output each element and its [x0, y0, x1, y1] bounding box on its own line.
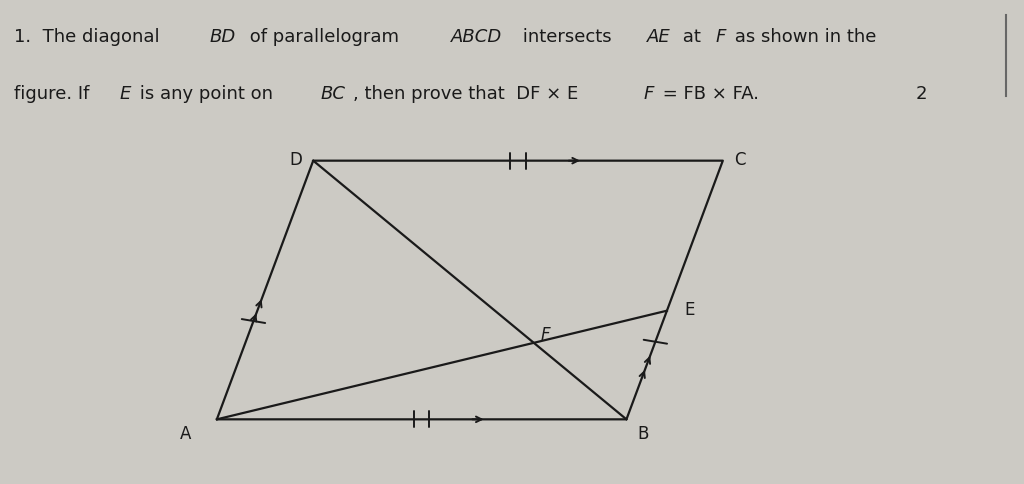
Text: 2: 2 [915, 85, 927, 103]
Text: 1.  The diagonal: 1. The diagonal [14, 28, 166, 46]
Text: figure. If: figure. If [14, 85, 95, 103]
Text: F: F [541, 325, 550, 343]
Text: BC: BC [321, 85, 345, 103]
Text: at: at [677, 28, 707, 46]
Text: D: D [290, 151, 302, 169]
Text: is any point on: is any point on [134, 85, 279, 103]
Text: C: C [733, 151, 745, 169]
Text: B: B [637, 424, 648, 442]
Text: E: E [684, 301, 694, 318]
Text: BD: BD [210, 28, 236, 46]
Text: A: A [179, 424, 190, 442]
Text: F: F [716, 28, 726, 46]
Text: , then prove that  DF × E: , then prove that DF × E [353, 85, 579, 103]
Text: E: E [119, 85, 130, 103]
Text: of parallelogram: of parallelogram [244, 28, 404, 46]
Text: intersects: intersects [517, 28, 617, 46]
Text: AE: AE [647, 28, 671, 46]
Text: F: F [643, 85, 654, 103]
Text: ABCD: ABCD [451, 28, 503, 46]
Text: as shown in the: as shown in the [729, 28, 877, 46]
Text: = FB × FA.: = FB × FA. [656, 85, 759, 103]
